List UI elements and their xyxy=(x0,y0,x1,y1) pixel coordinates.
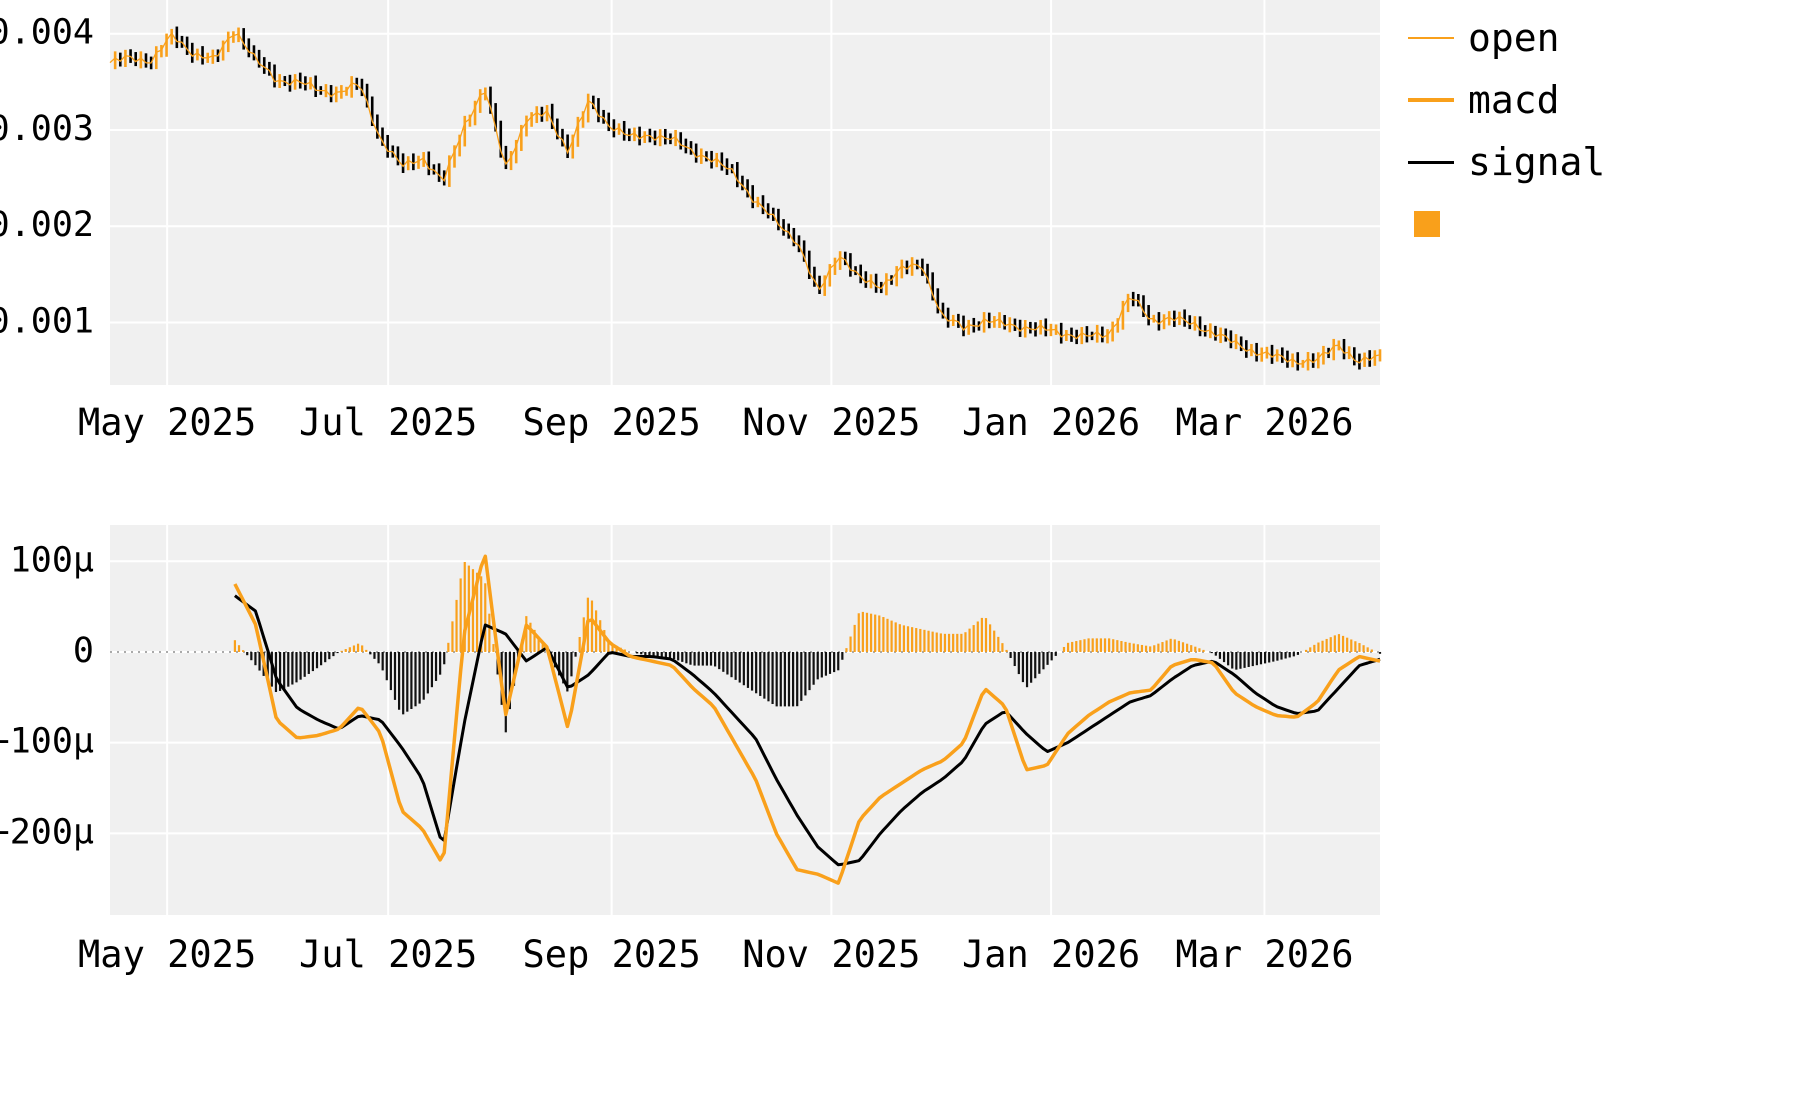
legend-item-histogram xyxy=(1408,200,1605,248)
svg-text:0.001: 0.001 xyxy=(0,301,94,341)
legend-item-signal: signal xyxy=(1408,138,1605,186)
svg-text:May 2025: May 2025 xyxy=(78,401,256,444)
legend-item-open: open xyxy=(1408,14,1605,62)
svg-text:Sep 2025: Sep 2025 xyxy=(523,401,701,444)
svg-text:−200µ: −200µ xyxy=(0,812,94,852)
legend-label-signal: signal xyxy=(1468,140,1606,184)
svg-text:Sep 2025: Sep 2025 xyxy=(523,933,701,976)
svg-text:Mar 2026: Mar 2026 xyxy=(1175,401,1353,444)
svg-text:Nov 2025: Nov 2025 xyxy=(742,933,920,976)
signal-line-swatch-icon xyxy=(1408,160,1454,164)
histogram-swatch-icon xyxy=(1414,211,1440,237)
svg-text:Jan 2026: Jan 2026 xyxy=(962,401,1140,444)
macd-chart: 100µ 0 −100µ −200µ May 2025 Jul 2025 Sep 2025 N… xyxy=(0,525,1382,976)
legend-label-macd: macd xyxy=(1468,78,1560,122)
svg-text:Mar 2026: Mar 2026 xyxy=(1175,933,1353,976)
svg-text:Jul 2025: Jul 2025 xyxy=(299,933,477,976)
svg-text:May 2025: May 2025 xyxy=(78,933,256,976)
svg-text:0.004: 0.004 xyxy=(0,13,94,53)
legend-label-open: open xyxy=(1468,16,1560,60)
macd-line-swatch-icon xyxy=(1408,98,1454,102)
svg-text:0: 0 xyxy=(73,631,94,671)
legend-item-macd: macd xyxy=(1408,76,1605,124)
svg-text:0.002: 0.002 xyxy=(0,205,94,245)
svg-text:−100µ: −100µ xyxy=(0,722,94,762)
open-line-swatch-icon xyxy=(1408,37,1454,39)
price-chart: 0.004 0.003 0.002 0.001 May 2025 Jul 2025 Sep … xyxy=(0,0,1382,444)
svg-text:Nov 2025: Nov 2025 xyxy=(742,401,920,444)
svg-text:Jan 2026: Jan 2026 xyxy=(962,933,1140,976)
svg-text:100µ: 100µ xyxy=(10,540,94,580)
svg-text:Jul 2025: Jul 2025 xyxy=(299,401,477,444)
legend: open macd signal xyxy=(1408,14,1605,248)
svg-text:0.003: 0.003 xyxy=(0,109,94,149)
